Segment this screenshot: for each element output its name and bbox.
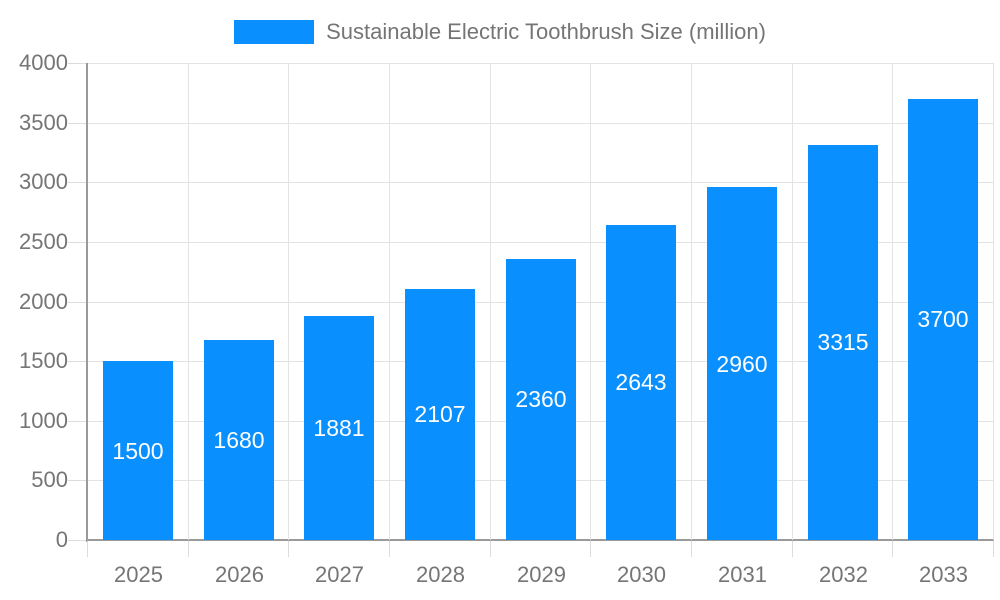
y-tick-label: 2000 — [19, 289, 68, 314]
gridline-vertical — [188, 63, 189, 540]
y-axis-tick — [68, 361, 86, 362]
x-axis-line — [86, 539, 994, 541]
y-axis-tick — [68, 421, 86, 422]
x-tick-label: 2028 — [416, 562, 465, 587]
y-axis-tick — [68, 242, 86, 243]
x-axis-tick — [691, 541, 692, 557]
bar-value-label: 2960 — [716, 351, 768, 377]
x-tick-label: 2033 — [919, 562, 968, 587]
bar-value-label: 3700 — [917, 306, 969, 332]
x-axis-tick — [87, 541, 88, 557]
bar-value-label: 3315 — [817, 329, 869, 355]
gridline-horizontal — [88, 242, 994, 243]
x-tick-label: 2026 — [215, 562, 264, 587]
y-tick-label: 0 — [55, 527, 68, 552]
gridline-vertical — [993, 63, 994, 540]
y-tick-label: 1000 — [19, 408, 68, 433]
y-axis-tick — [68, 182, 86, 183]
legend[interactable]: Sustainable Electric Toothbrush Size (mi… — [0, 18, 1000, 46]
bar[interactable] — [506, 259, 576, 540]
y-tick-label: 2500 — [19, 229, 68, 254]
x-axis-tick — [792, 541, 793, 557]
x-axis-tick — [490, 541, 491, 557]
bar[interactable] — [204, 340, 274, 540]
x-axis-tick — [590, 541, 591, 557]
gridline-vertical — [691, 63, 692, 540]
x-tick-label: 2030 — [617, 562, 666, 587]
y-axis-tick — [68, 302, 86, 303]
y-axis-line — [86, 63, 88, 542]
gridline-vertical — [792, 63, 793, 540]
x-tick-label: 2031 — [718, 562, 767, 587]
x-axis-tick — [993, 541, 994, 557]
gridline-vertical — [490, 63, 491, 540]
bar[interactable] — [908, 99, 978, 540]
bar[interactable] — [606, 225, 676, 540]
bar-value-label: 2107 — [414, 401, 466, 427]
gridline-horizontal — [88, 63, 994, 64]
bar-value-label: 1500 — [112, 438, 164, 464]
gridline-vertical — [288, 63, 289, 540]
bar-value-label: 2643 — [615, 369, 667, 395]
bar-value-label: 1881 — [313, 415, 365, 441]
bar-value-label: 1680 — [213, 427, 265, 453]
y-axis-tick — [68, 123, 86, 124]
y-axis-tick — [68, 63, 86, 64]
y-tick-label: 1500 — [19, 348, 68, 373]
x-tick-label: 2027 — [315, 562, 364, 587]
y-axis-tick — [68, 480, 86, 481]
chart-title: Sustainable Electric Toothbrush Size (mi… — [326, 19, 766, 44]
gridline-horizontal — [88, 123, 994, 124]
x-axis-tick — [288, 541, 289, 557]
y-axis-tick — [68, 540, 86, 541]
gridline-vertical — [389, 63, 390, 540]
x-tick-label: 2029 — [517, 562, 566, 587]
x-tick-label: 2025 — [114, 562, 163, 587]
y-tick-label: 500 — [31, 467, 68, 492]
x-tick-label: 2032 — [819, 562, 868, 587]
gridline-vertical — [590, 63, 591, 540]
legend-swatch — [234, 20, 315, 44]
y-tick-label: 4000 — [19, 50, 68, 75]
y-tick-label: 3500 — [19, 110, 68, 135]
plot-area: 1500 1680 1881 2107 2360 2643 2960 3315 3700 — [88, 63, 994, 540]
bar[interactable] — [103, 361, 173, 540]
x-axis-tick — [389, 541, 390, 557]
gridline-horizontal — [88, 182, 994, 183]
x-axis-tick — [892, 541, 893, 557]
bar[interactable] — [405, 289, 475, 540]
bar[interactable] — [707, 187, 777, 540]
bar[interactable] — [808, 145, 878, 540]
y-tick-label: 3000 — [19, 169, 68, 194]
gridline-vertical — [892, 63, 893, 540]
bar-value-label: 2360 — [515, 386, 567, 412]
bar[interactable] — [304, 316, 374, 540]
x-axis-tick — [188, 541, 189, 557]
